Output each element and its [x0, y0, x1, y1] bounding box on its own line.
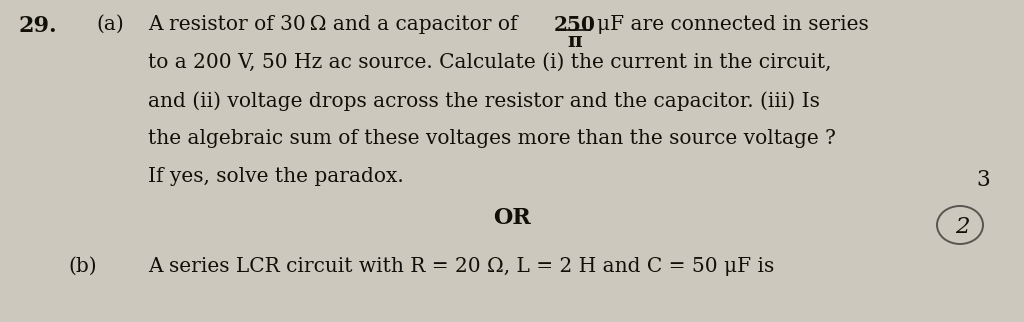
Text: π: π	[567, 31, 583, 51]
Text: and (ii) voltage drops across the resistor and the capacitor. (iii) Is: and (ii) voltage drops across the resist…	[148, 91, 820, 111]
Text: (a): (a)	[96, 15, 124, 34]
Text: 2: 2	[954, 216, 970, 238]
Text: to a 200 V, 50 Hz ac source. Calculate (i) the current in the circuit,: to a 200 V, 50 Hz ac source. Calculate (…	[148, 53, 831, 72]
Text: μF are connected in series: μF are connected in series	[597, 15, 868, 34]
Text: 3: 3	[976, 169, 990, 191]
Text: 250: 250	[554, 15, 596, 35]
Text: A resistor of 30 Ω and a capacitor of: A resistor of 30 Ω and a capacitor of	[148, 15, 517, 34]
Text: the algebraic sum of these voltages more than the source voltage ?: the algebraic sum of these voltages more…	[148, 129, 836, 148]
Text: A series LCR circuit with R = 20 Ω, L = 2 H and C = 50 μF is: A series LCR circuit with R = 20 Ω, L = …	[148, 257, 774, 276]
Text: If yes, solve the paradox.: If yes, solve the paradox.	[148, 167, 403, 186]
Text: 29.: 29.	[18, 15, 56, 37]
Text: (b): (b)	[68, 257, 96, 276]
Text: OR: OR	[494, 207, 530, 229]
